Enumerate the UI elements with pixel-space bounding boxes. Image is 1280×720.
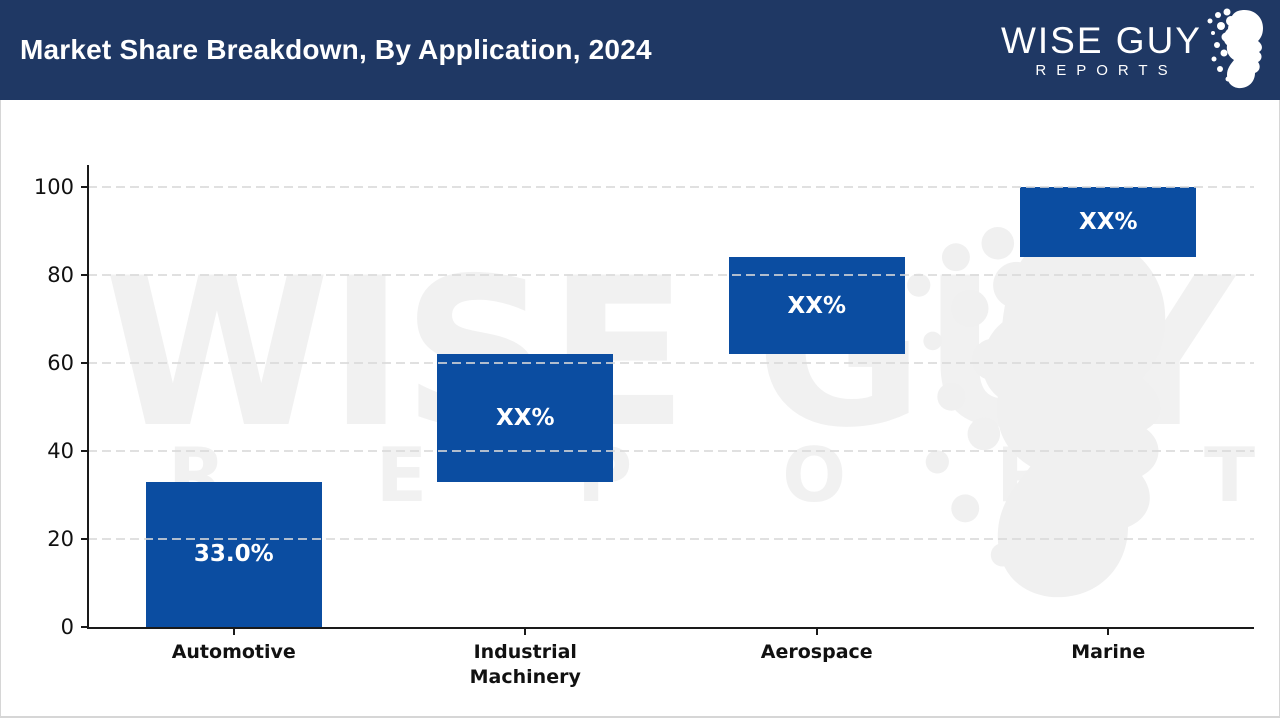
y-tick-20 — [81, 538, 88, 540]
y-axis-line — [87, 165, 89, 629]
x-tick-marine — [1107, 629, 1110, 635]
wise-guy-reports-logo: WISE GUY REPORTS — [1001, 7, 1266, 93]
gridline-20 — [88, 538, 1254, 540]
y-tick-label-40: 40 — [47, 439, 74, 463]
logo-text: WISE GUY REPORTS — [1001, 22, 1202, 78]
bar-value-label: XX% — [1078, 209, 1138, 236]
logo-subtitle: REPORTS — [1035, 62, 1178, 79]
y-tick-0 — [81, 626, 88, 628]
y-tick-label-80: 80 — [47, 263, 74, 287]
bar-automotive — [145, 481, 322, 627]
bar-value-label: XX% — [787, 292, 846, 319]
header-bar: Market Share Breakdown, By Application, … — [0, 0, 1280, 100]
gridline-100 — [88, 186, 1254, 188]
plot-area: 33.0% XX% XX% XX% — [88, 186, 1254, 627]
x-label-marine: Marine — [1071, 641, 1146, 663]
gridline-40 — [88, 450, 1254, 452]
x-tick-automotive — [232, 629, 235, 635]
bar-value-label: XX% — [495, 405, 555, 431]
x-tick-aerospace — [815, 629, 818, 635]
x-label-industrial-machinery: Industrial Machinery — [469, 641, 581, 688]
bar-marine — [1020, 187, 1197, 258]
bar-industrial-machinery — [437, 354, 614, 482]
page-title: Market Share Breakdown, By Application, … — [20, 34, 652, 65]
gridline-80 — [88, 274, 1254, 276]
y-tick-40 — [81, 450, 88, 452]
y-tick-label-100: 100 — [33, 175, 74, 199]
x-tick-industrial-machinery — [524, 629, 527, 635]
dotted-face-profile-icon — [1207, 8, 1263, 89]
bar-value-label: 33.0% — [193, 541, 274, 568]
y-tick-label-60: 60 — [47, 351, 74, 375]
logo-wordmark: WISE GUY — [1000, 20, 1202, 61]
x-axis-line — [87, 627, 1254, 629]
bar-aerospace — [728, 257, 905, 355]
y-tick-80 — [81, 274, 88, 276]
gridline-60 — [88, 362, 1254, 364]
y-tick-100 — [81, 186, 88, 188]
y-tick-label-0: 0 — [60, 615, 74, 639]
x-label-automotive: Automotive — [171, 641, 296, 663]
y-tick-label-20: 20 — [47, 527, 74, 551]
watermark-face-profile-icon — [907, 226, 1166, 598]
y-tick-60 — [81, 362, 88, 364]
x-label-aerospace: Aerospace — [760, 641, 873, 663]
